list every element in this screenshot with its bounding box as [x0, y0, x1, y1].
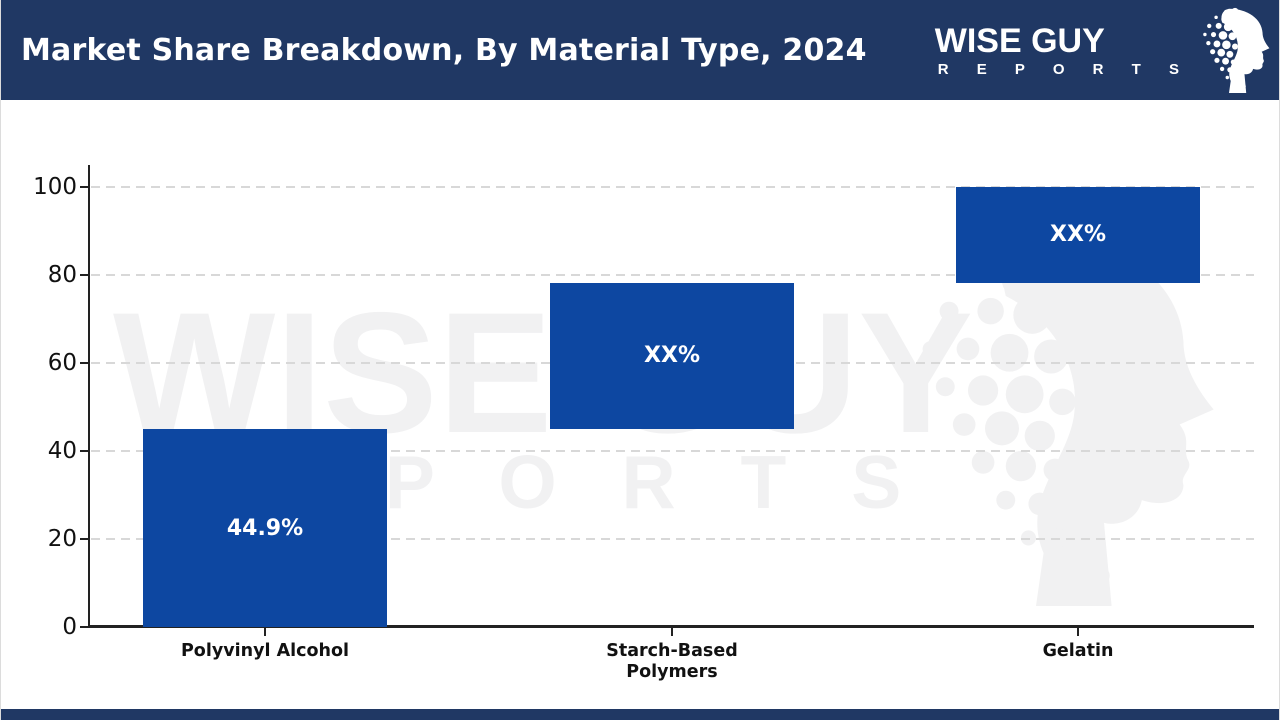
gridline-20: [91, 537, 1254, 540]
y-axis-tick-label: 80: [47, 261, 77, 288]
x-axis-category-label: Polyvinyl Alcohol: [180, 641, 350, 661]
page-title: Market Share Breakdown, By Material Type…: [21, 32, 867, 68]
y-tick-mark-20: [80, 537, 89, 540]
dotted-head-logo-icon: [1185, 7, 1273, 93]
x-tick-mark-2: [1077, 628, 1079, 636]
y-tick-mark-40: [80, 449, 89, 452]
y-tick-mark-0: [80, 626, 89, 628]
y-axis-line: [88, 165, 90, 628]
x-tick-mark-1: [671, 628, 673, 636]
x-axis-category-label: Gelatin: [1042, 641, 1114, 661]
gridline-100: [91, 185, 1254, 188]
x-axis-line: [88, 625, 1254, 628]
watermark-head-icon: [846, 228, 1226, 606]
y-axis-tick-label: 100: [33, 173, 77, 200]
bar-segment: XX%: [550, 282, 794, 430]
logo-wordmark: WISE GUY: [934, 22, 1105, 60]
x-tick-mark-0: [264, 628, 266, 636]
gridline-40: [91, 449, 1254, 452]
wise-guy-reports-logo: WISE GUY R E P O R T S: [935, 7, 1279, 93]
waterfall-chart: WISE GUY R E P O R T S 0 20 40 60 80 100 Polyv…: [1, 100, 1279, 709]
bar-value-label: 44.9%: [226, 515, 304, 541]
logo-text: WISE GUY R E P O R T S: [935, 24, 1191, 78]
y-axis-tick-label: 20: [47, 525, 77, 552]
bar-segment: 44.9%: [143, 429, 387, 627]
footer-bar: [1, 709, 1279, 720]
y-axis-tick-label: 0: [62, 614, 77, 640]
gridline-80: [91, 273, 1254, 276]
bar-segment: XX%: [956, 186, 1200, 283]
y-axis-tick-label: 40: [47, 437, 77, 464]
header-bar: Market Share Breakdown, By Material Type…: [1, 0, 1279, 100]
y-tick-mark-80: [80, 273, 89, 276]
bar-value-label: XX%: [644, 343, 700, 369]
y-axis-tick-label: 60: [47, 349, 77, 376]
x-axis-category-label: Starch-Based Polymers: [606, 641, 738, 682]
bar-value-label: XX%: [1050, 222, 1106, 247]
logo-subtitle: R E P O R T S: [937, 61, 1191, 78]
y-tick-mark-100: [80, 185, 89, 188]
y-tick-mark-60: [80, 361, 89, 364]
